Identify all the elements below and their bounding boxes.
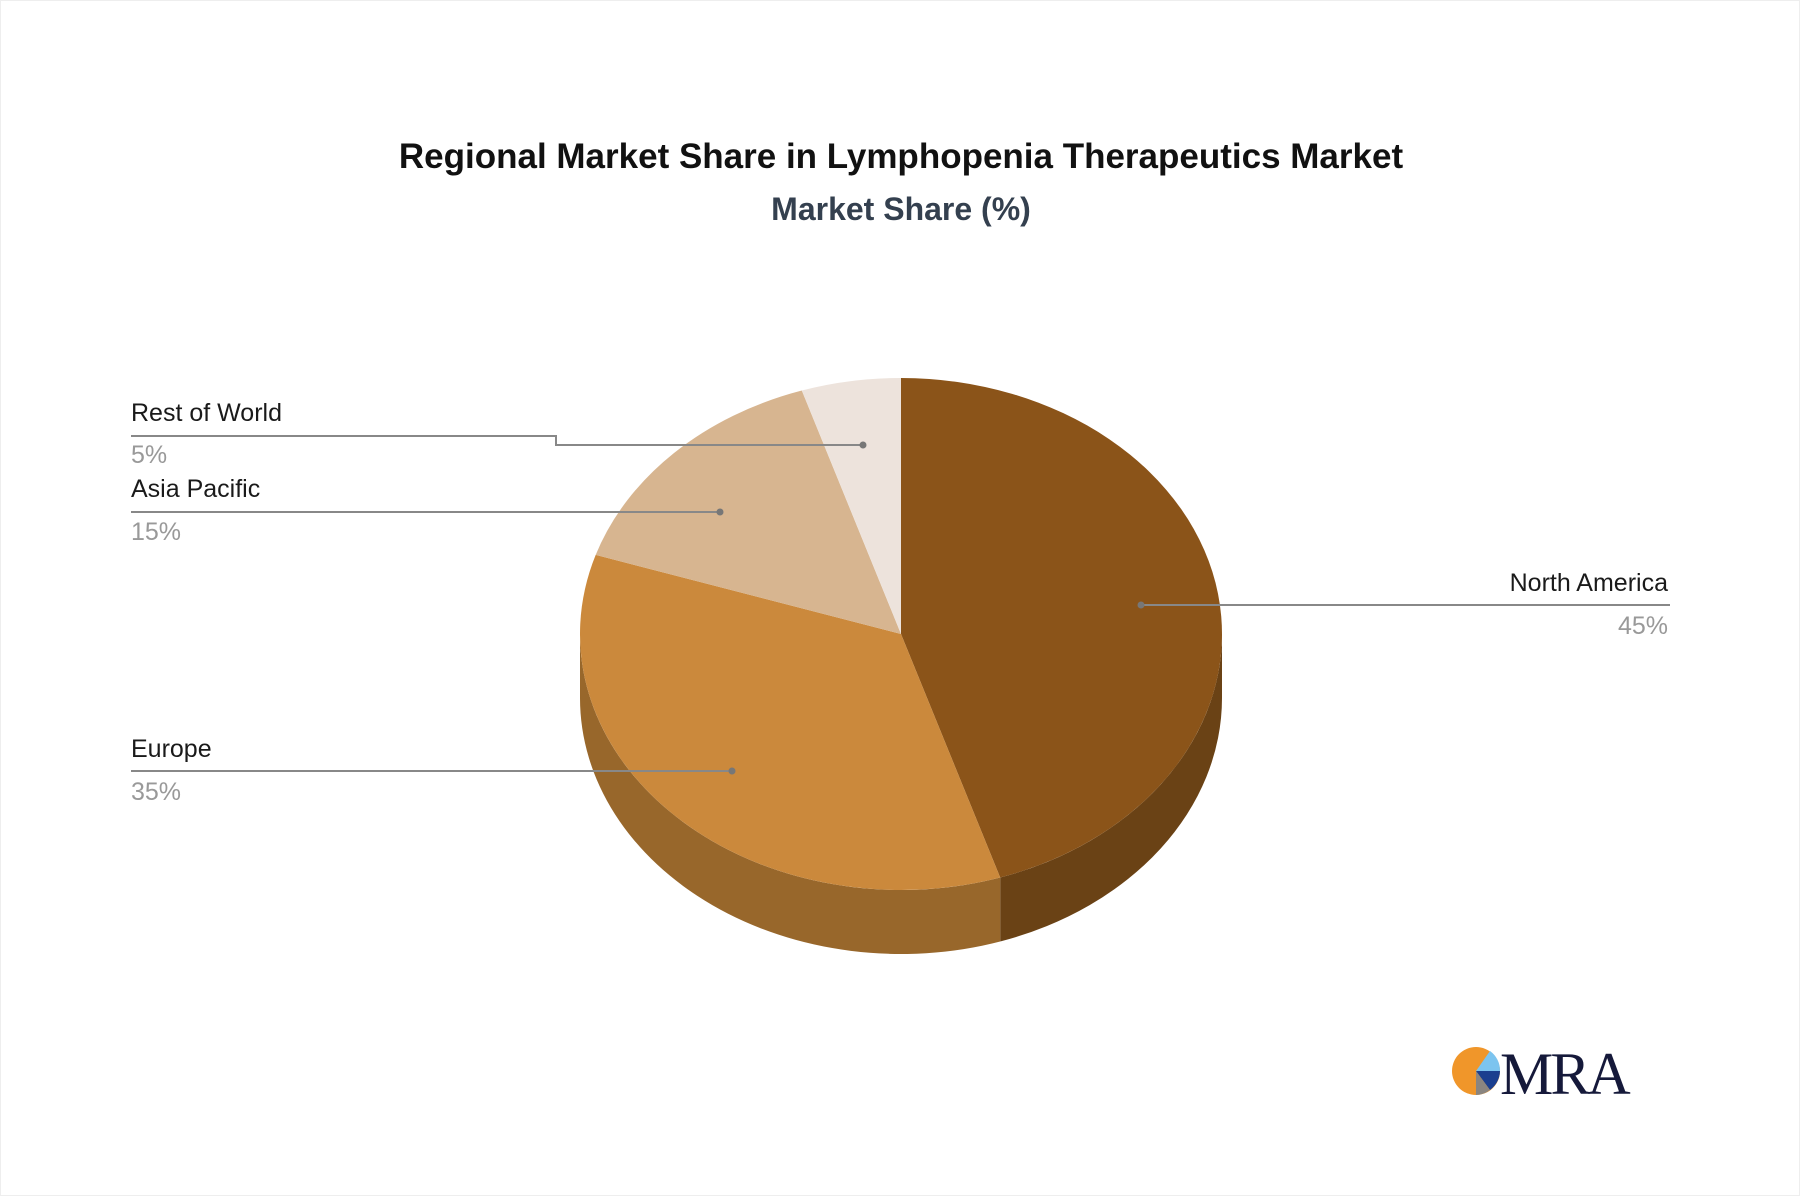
label-europe: Europe [131, 735, 212, 763]
slice-asia-pacific[interactable] [595, 390, 901, 634]
label-asia-pacific: Asia Pacific [131, 475, 261, 503]
leader-dot-north-america [1137, 601, 1145, 609]
leader-line-rest-of-world [131, 435, 863, 446]
mra-logo: MRA [1452, 1041, 1633, 1101]
chart-title: Regional Market Share in Lymphopenia The… [398, 137, 1404, 176]
leader-dot-rest-of-world [859, 441, 867, 449]
value-north-america: 45% [1617, 612, 1668, 640]
value-asia-pacific: 15% [131, 518, 182, 546]
slice-side-north-america [1000, 634, 1222, 942]
chart-subtitle: Market Share (%) [771, 191, 1031, 227]
leader-dot-asia-pacific [716, 508, 724, 516]
label-north-america: North America [1509, 569, 1668, 597]
slice-europe[interactable] [579, 554, 1001, 890]
slice-side-europe [579, 634, 1001, 954]
svg-text:MRA: MRA [1500, 1041, 1630, 1101]
value-europe: 35% [131, 778, 182, 806]
slice-rest-of-world[interactable] [801, 378, 901, 634]
slice-north-america[interactable] [901, 378, 1222, 878]
leader-dot-europe [728, 767, 736, 775]
label-rest-of-world: Rest of World [131, 399, 282, 427]
value-rest-of-world: 5% [131, 441, 168, 469]
